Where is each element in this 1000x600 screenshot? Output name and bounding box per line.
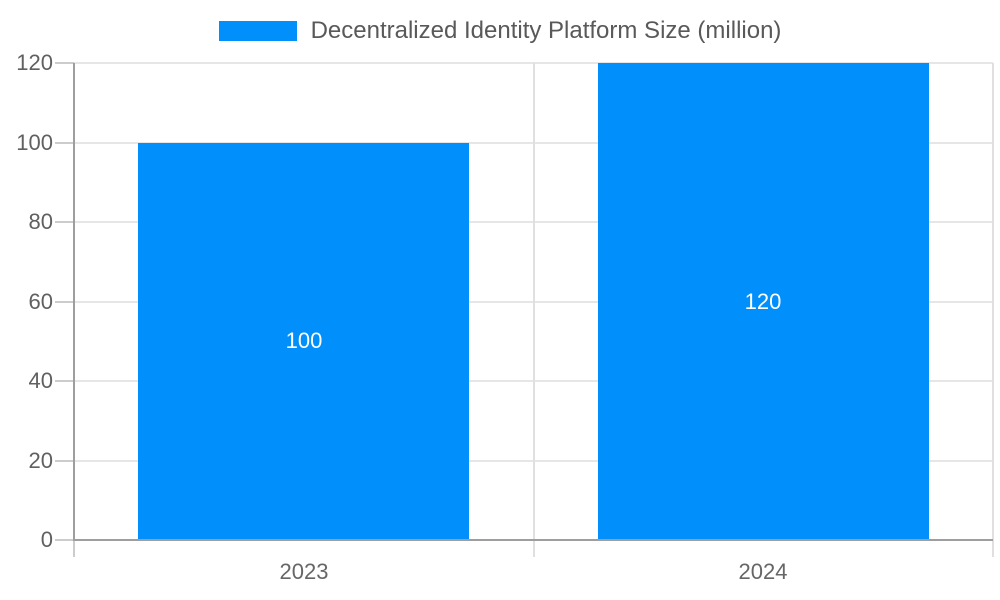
y-tick-label: 100 bbox=[16, 129, 53, 155]
bar-value-label: 120 bbox=[744, 289, 782, 314]
legend-label: Decentralized Identity Platform Size (mi… bbox=[310, 17, 782, 44]
y-tick-label: 60 bbox=[28, 288, 53, 314]
y-tick-label: 80 bbox=[28, 209, 53, 234]
y-tick bbox=[55, 459, 74, 462]
y-tick bbox=[55, 380, 74, 382]
y-tick-label: 120 bbox=[16, 50, 53, 75]
bar-2024[interactable] bbox=[598, 63, 929, 540]
legend[interactable]: Decentralized Identity Platform Size (mi… bbox=[0, 17, 1000, 45]
y-tick-label: 40 bbox=[28, 368, 53, 393]
y-tick-label: 20 bbox=[28, 447, 53, 473]
bar-value-label: 100 bbox=[285, 328, 323, 353]
x-axis-left-tick bbox=[55, 539, 74, 541]
category-boundary bbox=[992, 63, 994, 557]
y-tick bbox=[55, 62, 74, 64]
legend-swatch bbox=[218, 21, 297, 41]
x-axis-label: 2024 bbox=[738, 559, 788, 584]
y-axis-tick-below bbox=[73, 540, 75, 557]
bar-2023[interactable] bbox=[138, 143, 469, 541]
y-axis-line bbox=[73, 63, 75, 540]
y-tick bbox=[55, 141, 74, 144]
category-boundary bbox=[532, 63, 535, 557]
x-axis-label: 2023 bbox=[279, 559, 329, 584]
y-tick-label: 0 bbox=[40, 527, 53, 552]
x-axis-line bbox=[73, 539, 993, 541]
y-tick bbox=[55, 300, 74, 303]
y-tick bbox=[55, 221, 74, 223]
